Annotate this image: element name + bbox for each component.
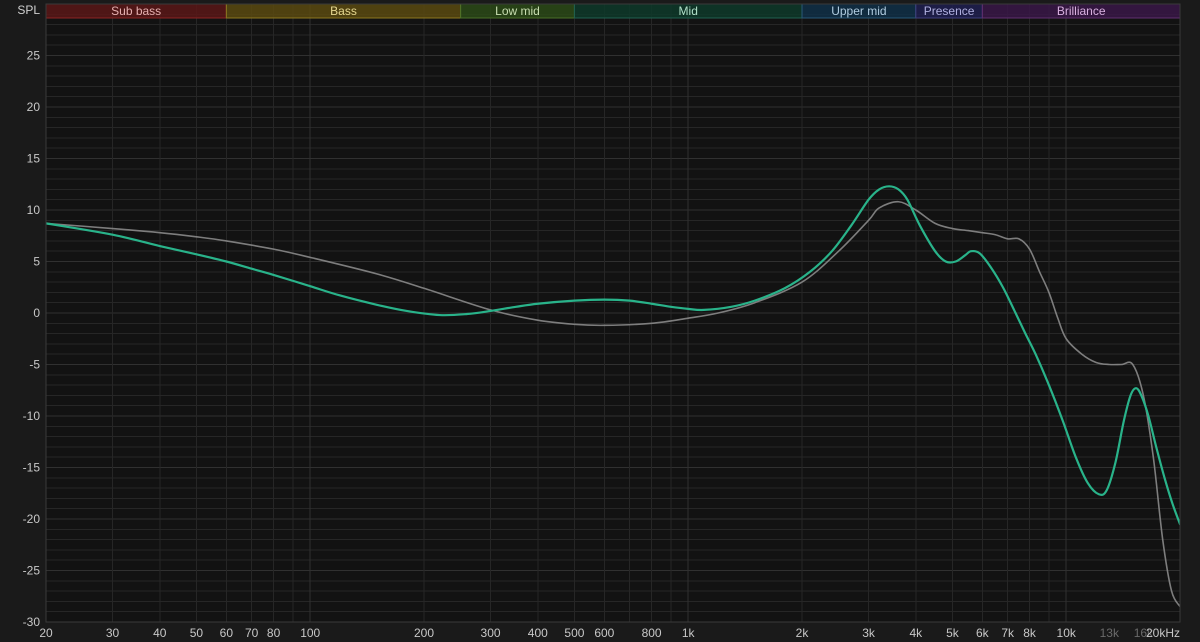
y-tick-label: 20 (27, 100, 41, 114)
y-axis-label: SPL (17, 3, 40, 17)
x-tick-label: 40 (153, 626, 167, 640)
x-tick-label: 600 (594, 626, 614, 640)
band-label: Upper mid (831, 4, 886, 18)
band-label: Mid (679, 4, 698, 18)
band-label: Sub bass (111, 4, 161, 18)
y-tick-label: 25 (27, 49, 41, 63)
x-tick-label: 80 (267, 626, 281, 640)
x-tick-label: 30 (106, 626, 120, 640)
x-tick-label: 6k (976, 626, 990, 640)
x-tick-label: 2k (796, 626, 810, 640)
y-tick-label: -25 (23, 564, 41, 578)
frequency-response-chart: 2520151050-5-10-15-20-25-302030405060708… (0, 0, 1200, 642)
x-tick-label: 7k (1001, 626, 1015, 640)
y-tick-label: 5 (33, 255, 40, 269)
x-tick-label: 3k (862, 626, 876, 640)
x-tick-label: 10k (1057, 626, 1077, 640)
y-tick-label: -20 (23, 512, 41, 526)
x-tick-label: 5k (946, 626, 960, 640)
x-tick-label: 13k (1100, 626, 1120, 640)
band-label: Low mid (495, 4, 540, 18)
x-tick-label: 200 (414, 626, 434, 640)
y-tick-label: 0 (33, 306, 40, 320)
band-label: Brilliance (1057, 4, 1106, 18)
x-tick-label: 70 (245, 626, 259, 640)
y-tick-label: -30 (23, 615, 41, 629)
x-tick-label: 400 (528, 626, 548, 640)
y-tick-label: 15 (27, 152, 41, 166)
x-tick-label: 50 (190, 626, 204, 640)
y-tick-label: -15 (23, 461, 41, 475)
x-axis-end-label: 20kHz (1146, 626, 1180, 640)
y-tick-label: 10 (27, 203, 41, 217)
x-tick-label: 500 (564, 626, 584, 640)
x-tick-label: 1k (682, 626, 696, 640)
x-tick-label: 300 (481, 626, 501, 640)
y-tick-label: -5 (29, 358, 40, 372)
x-tick-label: 8k (1023, 626, 1037, 640)
x-tick-label: 4k (909, 626, 923, 640)
y-tick-label: -10 (23, 409, 41, 423)
x-tick-label: 60 (220, 626, 234, 640)
x-tick-label: 100 (300, 626, 320, 640)
band-label: Bass (330, 4, 357, 18)
chart-svg: 2520151050-5-10-15-20-25-302030405060708… (0, 0, 1200, 642)
x-tick-label: 800 (642, 626, 662, 640)
band-label: Presence (924, 4, 975, 18)
x-tick-label: 20 (39, 626, 53, 640)
